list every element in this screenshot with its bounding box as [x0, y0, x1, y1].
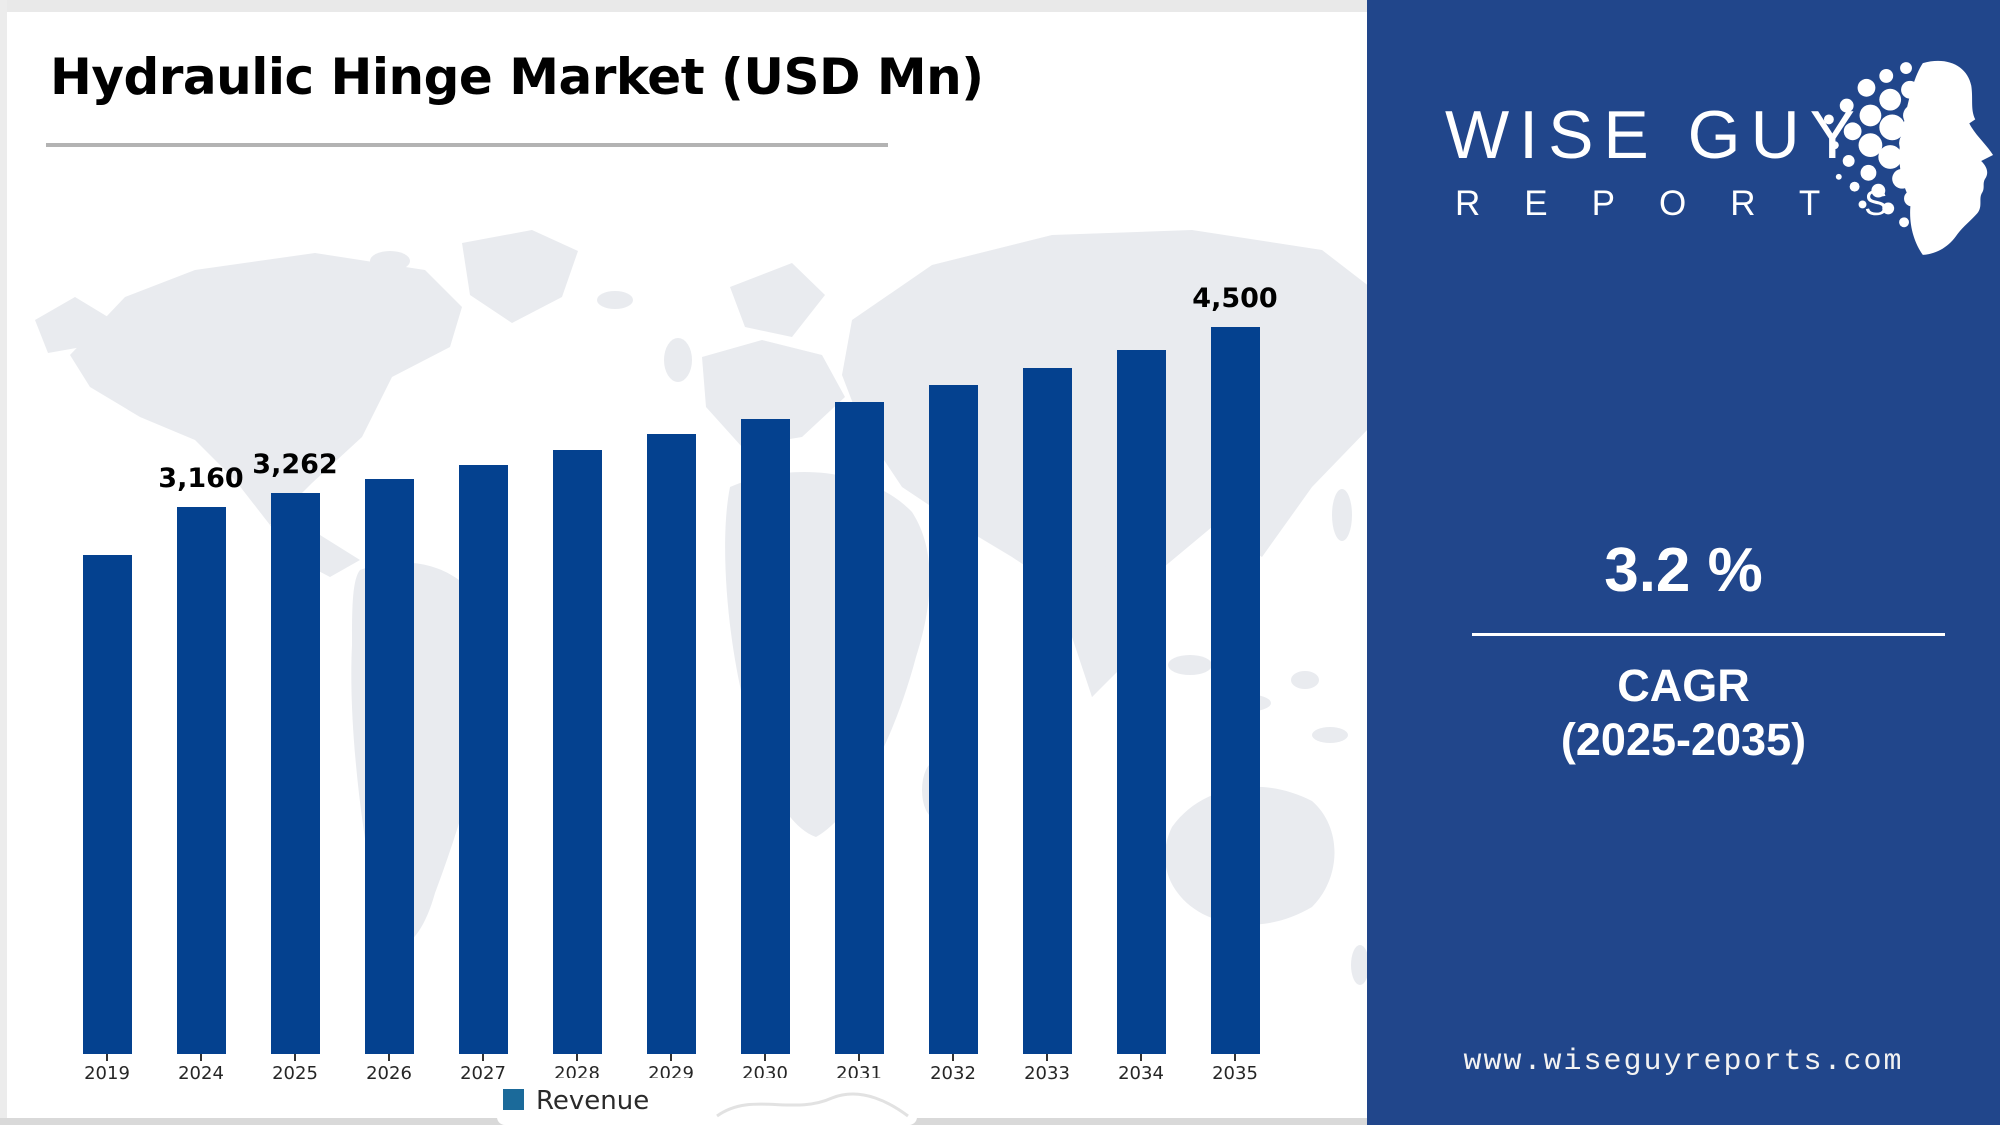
cagr-label: CAGR: [1617, 660, 1750, 711]
logo-head-icon: [1819, 58, 1997, 263]
bar-2019[interactable]: [83, 555, 132, 1054]
x-axis-label-2032: 2032: [930, 1063, 976, 1084]
x-tick-2032: [952, 1054, 954, 1061]
bar-2032[interactable]: [929, 385, 978, 1054]
world-map-watermark: [30, 225, 1370, 1045]
logo-wise-guy-text: WISE GUY: [1445, 97, 1866, 173]
x-axis-label-2034: 2034: [1118, 1063, 1164, 1084]
x-tick-2033: [1046, 1054, 1048, 1061]
chart-title: Hydraulic Hinge Market (USD Mn): [50, 48, 984, 106]
bar-2035[interactable]: [1211, 327, 1260, 1054]
legend-color-swatch: [503, 1089, 524, 1110]
bar-value-label-2025: 3,262: [252, 449, 338, 480]
x-tick-2035: [1234, 1054, 1236, 1061]
legend-background: [497, 1078, 917, 1125]
cagr-percentage: 3.2 %: [1604, 536, 1763, 605]
bar-2033[interactable]: [1023, 368, 1072, 1054]
x-tick-2034: [1140, 1054, 1142, 1061]
x-tick-2024: [200, 1054, 202, 1061]
logo-reports-text: REPORTS: [1455, 184, 1932, 223]
x-tick-2028: [576, 1054, 578, 1061]
bar-2027[interactable]: [459, 465, 508, 1054]
bar-2029[interactable]: [647, 434, 696, 1054]
bar-2026[interactable]: [365, 479, 414, 1054]
bar-2030[interactable]: [741, 419, 790, 1054]
x-tick-2029: [670, 1054, 672, 1061]
title-underline: [46, 143, 888, 147]
top-border: [0, 0, 1367, 12]
legend-item-revenue[interactable]: Revenue: [536, 1086, 650, 1116]
bar-2025[interactable]: [271, 493, 320, 1054]
cagr-divider: [1472, 633, 1945, 636]
x-axis-label-2035: 2035: [1212, 1063, 1258, 1084]
x-tick-2030: [764, 1054, 766, 1061]
x-axis-label-2025: 2025: [272, 1063, 318, 1084]
left-border: [0, 0, 7, 1125]
x-tick-2031: [858, 1054, 860, 1061]
x-tick-2027: [482, 1054, 484, 1061]
bar-2024[interactable]: [177, 507, 226, 1054]
bar-2028[interactable]: [553, 450, 602, 1054]
cagr-period: (2025-2035): [1560, 714, 1807, 765]
website-url[interactable]: www.wiseguyreports.com: [1463, 1045, 1904, 1079]
x-tick-2025: [294, 1054, 296, 1061]
watermark-squiggle: [712, 1086, 912, 1125]
x-axis-label-2024: 2024: [178, 1063, 224, 1084]
sidebar: WISE GUY REPORTS: [1367, 0, 2000, 1125]
bar-value-label-2024: 3,160: [158, 463, 244, 494]
bar-value-label-2035: 4,500: [1192, 283, 1278, 314]
x-axis-label-2019: 2019: [84, 1063, 130, 1084]
x-axis-label-2033: 2033: [1024, 1063, 1070, 1084]
bar-2034[interactable]: [1117, 350, 1166, 1054]
bar-2031[interactable]: [835, 402, 884, 1054]
x-axis-label-2026: 2026: [366, 1063, 412, 1084]
x-tick-2019: [106, 1054, 108, 1061]
x-axis-label-2027: 2027: [460, 1063, 506, 1084]
x-tick-2026: [388, 1054, 390, 1061]
